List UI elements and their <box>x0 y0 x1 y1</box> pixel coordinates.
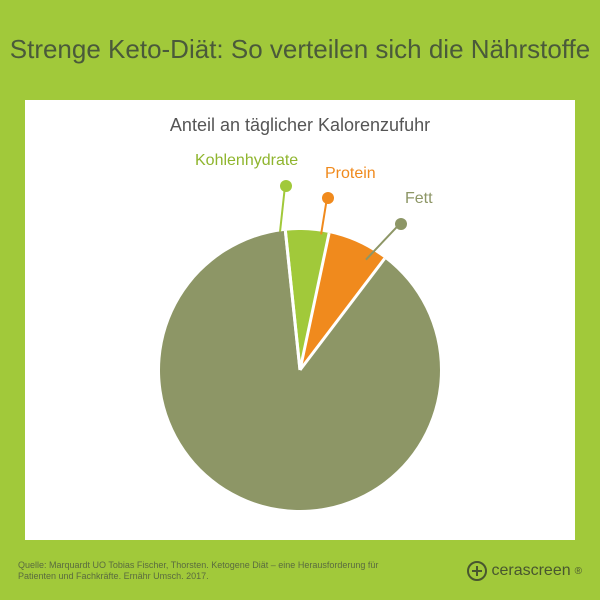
callout-dot <box>322 192 334 204</box>
source-text: Quelle: Marquardt UO Tobias Fischer, Tho… <box>18 560 418 582</box>
pie-chart <box>160 230 440 510</box>
footer: Quelle: Marquardt UO Tobias Fischer, Tho… <box>0 542 600 600</box>
chart-frame: Anteil an täglicher Kalorenzufuhr Kohlen… <box>25 100 575 540</box>
brand-name: cerascreen <box>491 562 570 580</box>
plus-circle-icon <box>467 561 487 581</box>
callout-line <box>280 186 286 232</box>
callout-dot <box>280 180 292 192</box>
callout-label: Fett <box>405 190 433 208</box>
registered-icon: ® <box>575 566 582 577</box>
callout-dot <box>395 218 407 230</box>
callout-label: Protein <box>325 165 376 183</box>
page-title: Strenge Keto-Diät: So verteilen sich die… <box>10 34 591 65</box>
callout-label: Kohlenhydrate <box>195 152 298 170</box>
infographic-root: Strenge Keto-Diät: So verteilen sich die… <box>0 0 600 600</box>
header-band: Strenge Keto-Diät: So verteilen sich die… <box>0 0 600 100</box>
brand-logo: cerascreen ® <box>467 561 582 581</box>
chart-subtitle: Anteil an täglicher Kalorenzufuhr <box>25 115 575 136</box>
